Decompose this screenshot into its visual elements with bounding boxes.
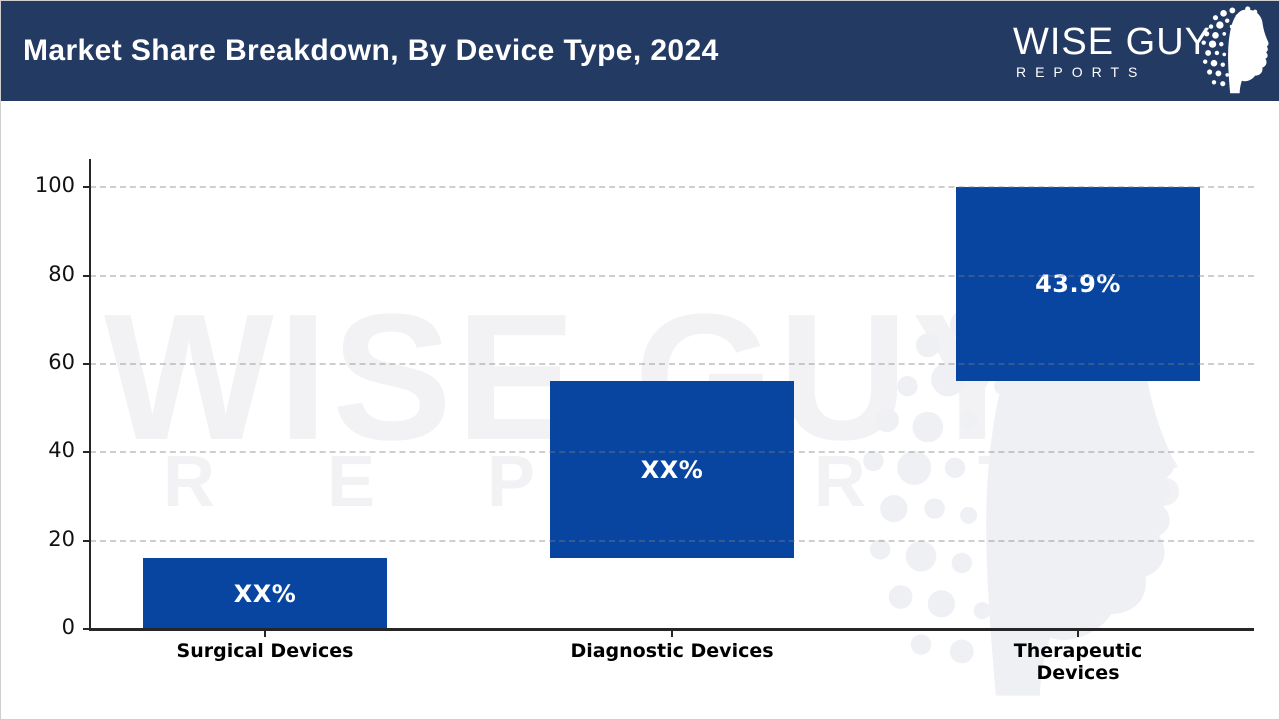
y-tick-mark-20 [83,539,90,542]
brand-subtitle: REPORTS [1015,64,1147,80]
brand-logo-text: WISE GUY REPORTS [1013,23,1211,79]
brand-logo: WISE GUY REPORTS [1013,6,1279,94]
y-tick-mark-0 [83,628,90,630]
page-title: Market Share Breakdown, By Device Type, … [23,34,719,67]
y-tick-mark-40 [83,451,90,454]
bar-value-label-surgical-devices: XX% [233,579,297,608]
x-tick-mark-therapeutic-devices [1077,629,1079,637]
gridline-60 [90,362,1254,365]
x-axis-spine [89,628,1254,631]
gridline-20 [90,539,1254,542]
y-tick-mark-100 [83,186,90,189]
x-tick-mark-diagnostic-devices [671,629,673,637]
x-tick-mark-surgical-devices [264,629,266,637]
brand-face-icon [1201,6,1269,94]
brand-name: WISE GUY [1012,21,1211,63]
y-tick-mark-80 [83,274,90,277]
y-tick-label-100: 100 [34,173,75,198]
bar-value-label-diagnostic-devices: XX% [640,455,704,484]
gridline-40 [90,451,1254,454]
y-tick-label-0: 0 [61,615,75,639]
gridline-80 [90,274,1254,277]
x-tick-label-surgical-devices: Surgical Devices [176,640,354,662]
y-tick-label-80: 80 [48,261,75,286]
bar-value-label-therapeutic-devices: 43.9% [1035,270,1121,299]
y-tick-label-40: 40 [48,438,75,463]
gridline-100 [90,186,1254,189]
y-tick-mark-60 [83,362,90,365]
bar-therapeutic-devices: 43.9% [956,187,1200,382]
y-axis-spine [89,159,91,631]
y-tick-label-60: 60 [48,349,75,374]
x-tick-label-diagnostic-devices: Diagnostic Devices [570,640,774,662]
header-bar: Market Share Breakdown, By Device Type, … [1,1,1279,101]
bar-surgical-devices: XX% [143,558,387,629]
x-tick-label-therapeutic-devices: Therapeutic Devices [1013,640,1143,684]
bar-diagnostic-devices: XX% [550,381,794,559]
y-tick-label-20: 20 [48,526,75,551]
